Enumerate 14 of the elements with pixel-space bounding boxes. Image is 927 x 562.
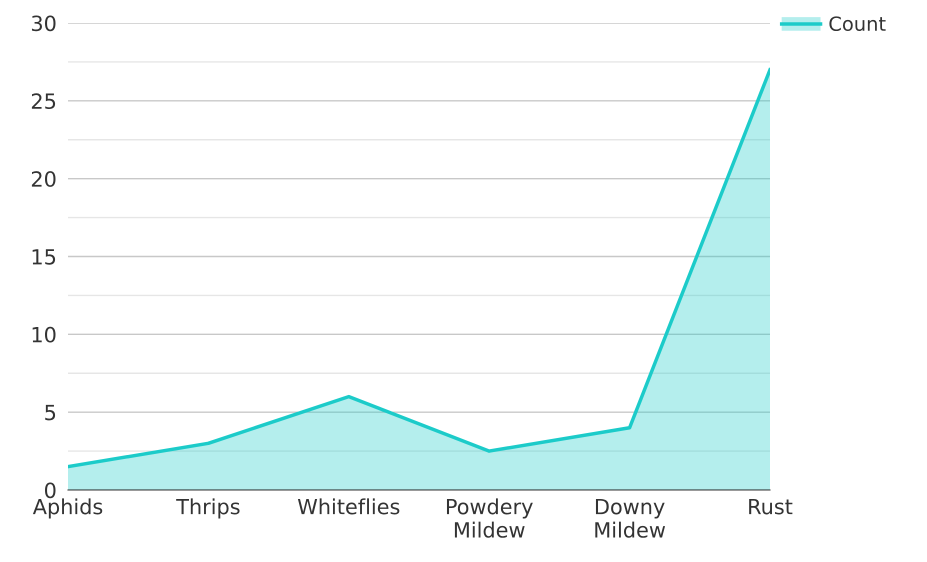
y-tick-label: 25 — [32, 93, 56, 110]
x-tick-label: Powdery Mildew — [446, 498, 533, 538]
y-tick-label: 0 — [45, 482, 56, 498]
y-tick-label: 20 — [32, 171, 56, 187]
x-tick-label: Whiteflies — [298, 498, 400, 514]
y-tick-label: 15 — [32, 249, 56, 265]
y-tick-label: 10 — [32, 326, 56, 343]
x-tick-label: Aphids — [32, 498, 102, 518]
x-tick-label: Downy Mildew — [595, 498, 666, 538]
y-tick-label: 5 — [45, 404, 56, 420]
x-tick-label: Rust — [749, 498, 792, 514]
y-tick-label: 30 — [32, 15, 56, 32]
x-tick-label: Thrips — [176, 498, 240, 518]
legend-label: Count — [829, 16, 886, 32]
